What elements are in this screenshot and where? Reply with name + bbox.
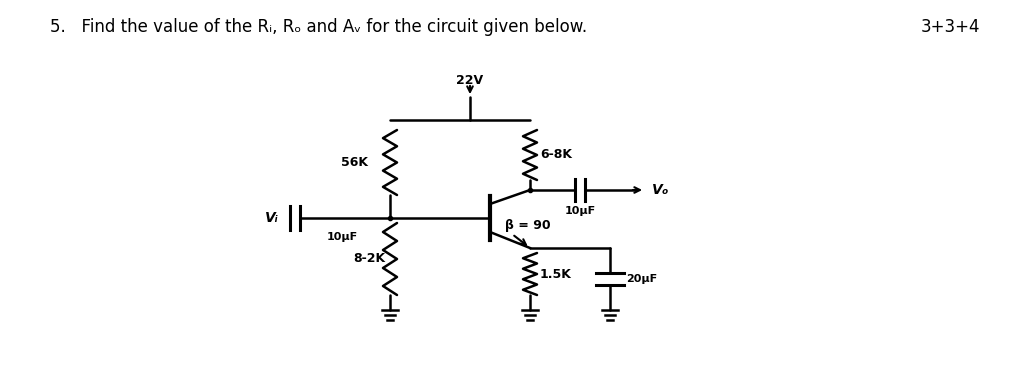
Text: 6-8K: 6-8K [540,149,572,161]
Text: β = 90: β = 90 [505,220,551,232]
Text: 3+3+4: 3+3+4 [921,18,980,36]
Text: 10μF: 10μF [564,206,596,216]
Text: 1.5K: 1.5K [540,268,571,280]
Text: 22V: 22V [457,74,483,87]
Text: 10μF: 10μF [327,232,357,242]
Text: 56K: 56K [341,156,368,168]
Text: 8-2K: 8-2K [353,253,385,265]
Text: Vₒ: Vₒ [652,183,670,197]
Text: 20μF: 20μF [626,274,657,284]
Text: Vᵢ: Vᵢ [265,211,279,225]
Text: 5.   Find the value of the Rᵢ, Rₒ and Aᵥ for the circuit given below.: 5. Find the value of the Rᵢ, Rₒ and Aᵥ f… [50,18,587,36]
